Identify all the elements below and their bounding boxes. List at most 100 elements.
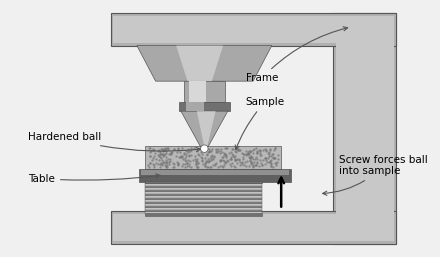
Point bbox=[262, 158, 269, 162]
Point bbox=[161, 148, 168, 152]
Point bbox=[202, 164, 209, 168]
Point bbox=[213, 160, 220, 164]
Point bbox=[247, 155, 254, 159]
Point bbox=[218, 150, 225, 154]
Point bbox=[237, 148, 244, 152]
Point bbox=[187, 164, 194, 169]
Point bbox=[203, 152, 210, 156]
Bar bbox=[114, 214, 394, 241]
Text: Hardened ball: Hardened ball bbox=[28, 132, 200, 152]
Point bbox=[251, 157, 258, 161]
Bar bbox=[145, 198, 262, 200]
Point bbox=[256, 148, 263, 152]
Point bbox=[269, 164, 276, 169]
Point bbox=[247, 160, 254, 164]
Point bbox=[232, 158, 239, 162]
Point bbox=[198, 158, 205, 162]
Point bbox=[162, 146, 169, 150]
Point bbox=[165, 146, 172, 150]
Point bbox=[213, 150, 220, 154]
Point bbox=[230, 154, 237, 158]
Point bbox=[265, 156, 272, 160]
Point bbox=[191, 154, 198, 158]
Point bbox=[212, 148, 219, 152]
Point bbox=[183, 159, 190, 163]
Bar bbox=[114, 16, 394, 43]
Point bbox=[242, 164, 249, 168]
Bar bbox=[145, 190, 262, 192]
Point bbox=[178, 146, 185, 150]
Point bbox=[232, 157, 239, 161]
Point bbox=[169, 165, 176, 169]
Point bbox=[155, 154, 162, 158]
Point bbox=[253, 151, 260, 155]
Point bbox=[181, 165, 188, 169]
Point bbox=[266, 160, 273, 164]
Point bbox=[211, 154, 218, 158]
Point bbox=[175, 162, 182, 167]
Point bbox=[244, 150, 251, 154]
Point bbox=[261, 155, 268, 160]
Point bbox=[268, 158, 275, 162]
Point bbox=[268, 164, 275, 168]
Point bbox=[217, 163, 224, 168]
Point bbox=[154, 162, 161, 166]
Point bbox=[165, 157, 172, 161]
Point bbox=[160, 154, 167, 158]
Point bbox=[206, 149, 213, 153]
Point bbox=[253, 158, 260, 162]
Point bbox=[161, 163, 168, 167]
Point bbox=[204, 165, 211, 169]
Bar bbox=[145, 186, 262, 188]
Point bbox=[167, 151, 174, 155]
Point bbox=[266, 154, 273, 158]
Point bbox=[257, 151, 264, 155]
Point bbox=[221, 152, 228, 156]
Point bbox=[270, 156, 277, 160]
Point bbox=[180, 157, 187, 161]
Point bbox=[194, 161, 202, 165]
Point bbox=[257, 149, 264, 153]
Bar bbox=[145, 204, 262, 206]
Bar bbox=[141, 170, 289, 175]
Point bbox=[264, 160, 271, 164]
Point bbox=[258, 162, 265, 167]
Point bbox=[272, 146, 279, 150]
Point bbox=[236, 160, 243, 164]
Point bbox=[174, 147, 181, 151]
Point bbox=[231, 158, 238, 162]
Point bbox=[193, 162, 200, 166]
Point bbox=[213, 147, 220, 151]
Point bbox=[164, 147, 171, 151]
Point bbox=[150, 147, 157, 151]
Point bbox=[273, 160, 280, 164]
Point bbox=[181, 151, 188, 155]
Point bbox=[174, 162, 181, 166]
Point bbox=[145, 146, 152, 150]
Point bbox=[161, 148, 168, 152]
Point bbox=[207, 158, 214, 162]
Point bbox=[157, 156, 164, 160]
Point bbox=[246, 158, 253, 162]
Point bbox=[158, 152, 165, 156]
Point bbox=[203, 165, 210, 169]
Point bbox=[245, 155, 252, 160]
Point bbox=[192, 157, 199, 161]
Point bbox=[217, 149, 224, 153]
Point bbox=[239, 160, 246, 164]
Point bbox=[198, 156, 205, 160]
Point bbox=[161, 147, 168, 151]
Text: Sample: Sample bbox=[235, 97, 285, 150]
Point bbox=[204, 160, 211, 164]
Point bbox=[163, 151, 170, 155]
Point bbox=[193, 159, 200, 163]
Point bbox=[169, 161, 176, 166]
Point bbox=[214, 149, 221, 153]
Point bbox=[150, 165, 158, 169]
Point bbox=[250, 160, 257, 164]
Bar bbox=[110, 13, 396, 45]
Bar bbox=[145, 202, 262, 204]
Point bbox=[244, 159, 251, 163]
Point bbox=[208, 155, 215, 159]
Point bbox=[202, 160, 209, 164]
